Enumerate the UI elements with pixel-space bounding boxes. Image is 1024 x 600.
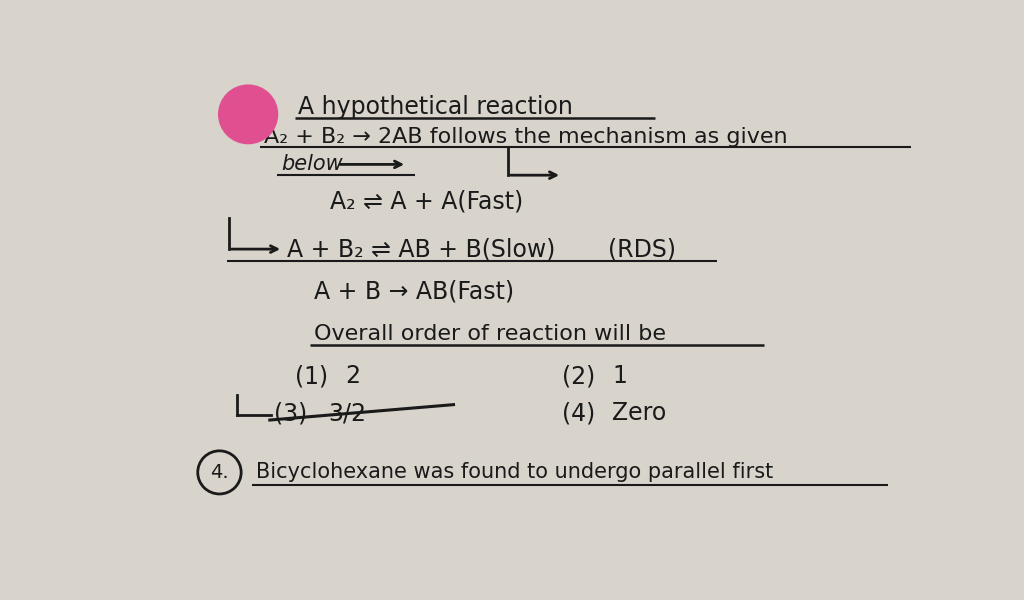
Circle shape — [219, 85, 278, 143]
Text: 2: 2 — [345, 364, 360, 388]
Text: A hypothetical reaction: A hypothetical reaction — [299, 95, 573, 119]
Text: A + B₂ ⇌ AB + B(Slow): A + B₂ ⇌ AB + B(Slow) — [287, 237, 570, 261]
Text: A + B → AB(Fast): A + B → AB(Fast) — [314, 280, 514, 304]
Text: Overall order of reaction will be: Overall order of reaction will be — [314, 324, 666, 344]
Text: 3: 3 — [238, 100, 259, 129]
Text: (2): (2) — [562, 364, 595, 388]
Text: A₂ ⇌ A + A(Fast): A₂ ⇌ A + A(Fast) — [330, 190, 522, 214]
Text: Zero: Zero — [612, 401, 667, 425]
Text: 4.: 4. — [210, 463, 228, 482]
Text: A₂ + B₂ → 2AB follows the mechanism as given: A₂ + B₂ → 2AB follows the mechanism as g… — [263, 127, 787, 146]
Text: 1: 1 — [612, 364, 628, 388]
Text: (1): (1) — [295, 364, 328, 388]
Text: Bicyclohexane was found to undergo parallel first: Bicyclohexane was found to undergo paral… — [256, 463, 773, 482]
Text: 3/2: 3/2 — [328, 401, 366, 425]
Text: (4): (4) — [562, 401, 595, 425]
Text: (3): (3) — [273, 401, 307, 425]
Text: below: below — [282, 154, 343, 175]
Text: (RDS): (RDS) — [608, 237, 677, 261]
